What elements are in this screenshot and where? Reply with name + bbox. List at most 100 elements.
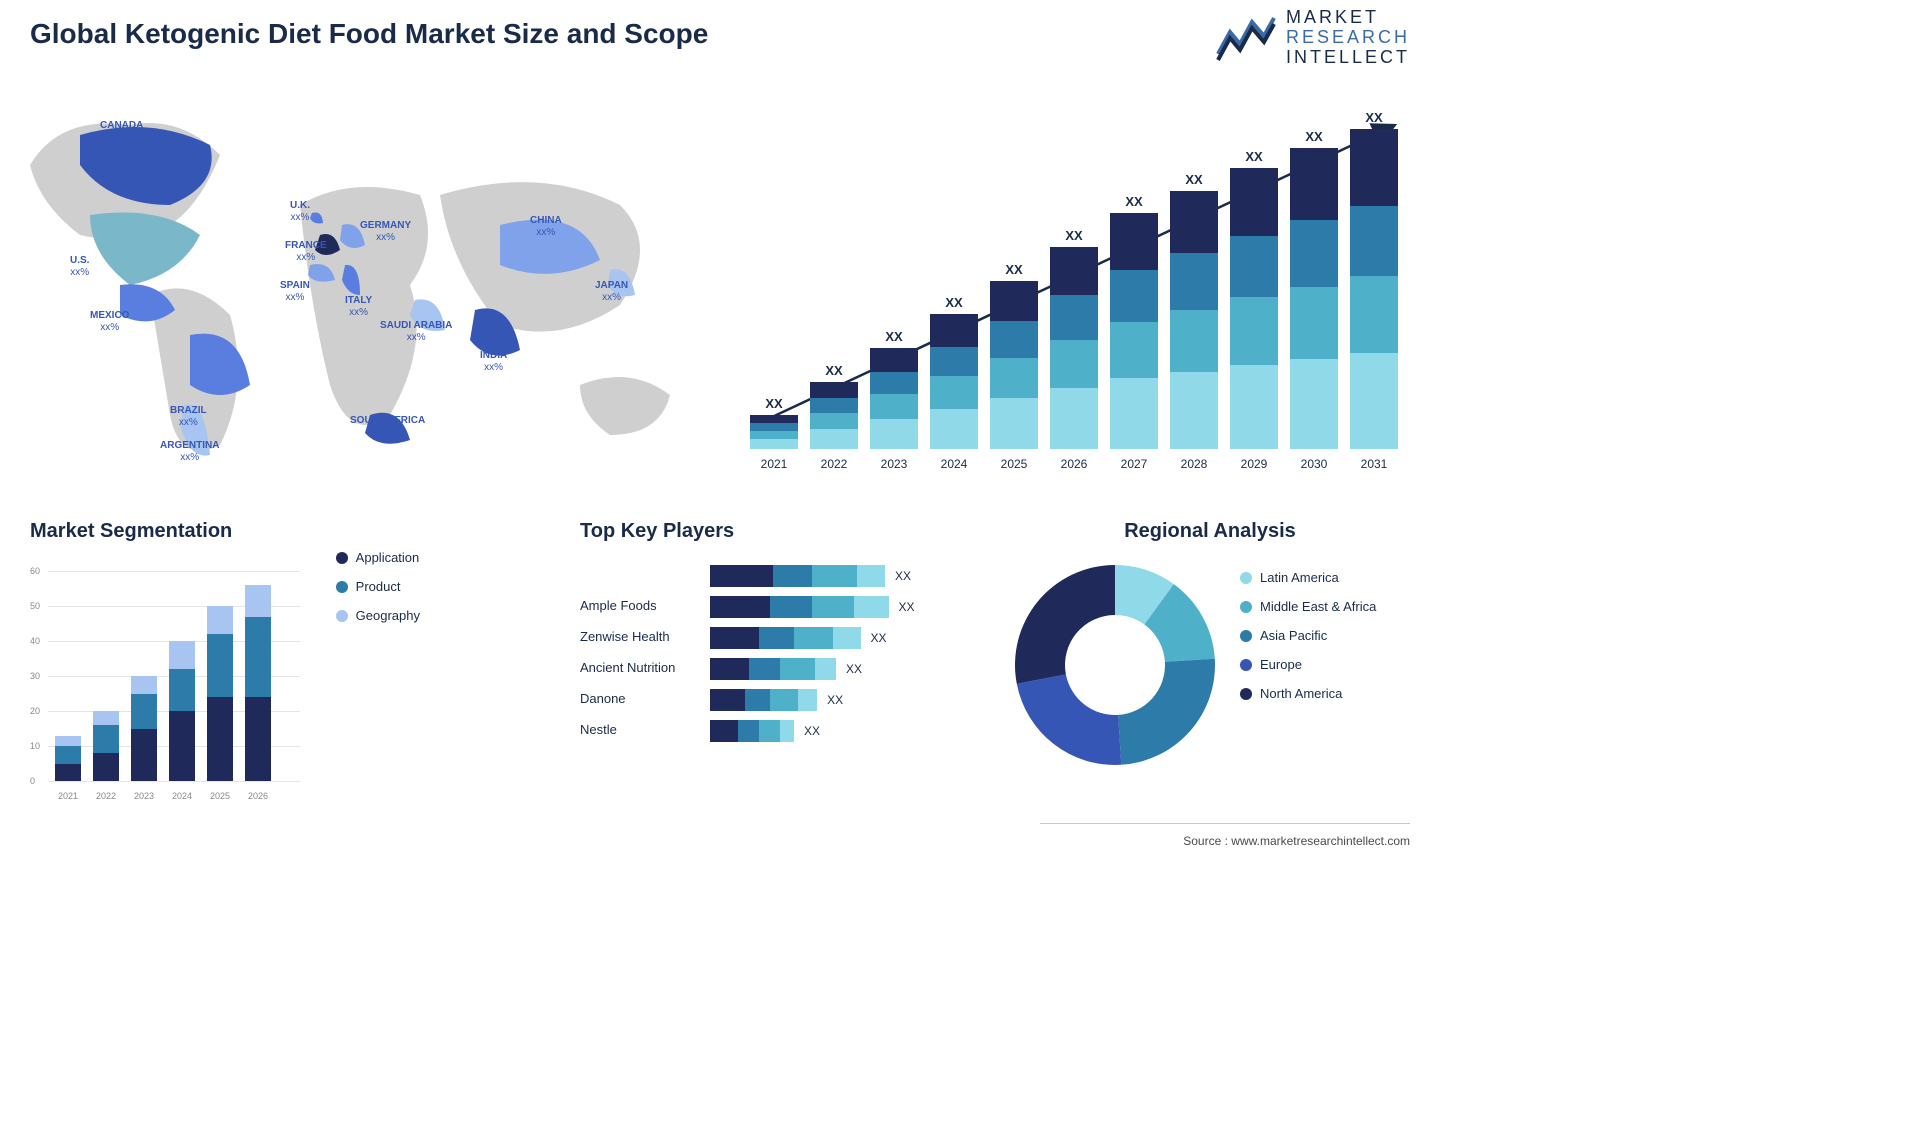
regional-legend-label: Europe [1260, 657, 1302, 672]
player-bar-seg [780, 720, 794, 742]
seg-year-label: 2021 [55, 791, 81, 801]
seg-bar-seg [131, 676, 157, 694]
growth-bar-value: XX [1050, 228, 1098, 243]
segmentation-title: Market Segmentation [30, 520, 420, 543]
growth-bar-seg [870, 419, 918, 449]
seg-y-label: 20 [30, 706, 40, 716]
growth-bar-2030 [1290, 148, 1338, 449]
growth-year-label: 2027 [1110, 457, 1158, 471]
growth-bar-2029 [1230, 168, 1278, 449]
player-bar: XX [710, 627, 960, 649]
growth-bar-seg [810, 382, 858, 398]
seg-y-label: 40 [30, 636, 40, 646]
growth-bar-seg [1350, 276, 1398, 353]
player-bars: XXXXXXXXXXXX [710, 565, 960, 742]
world-map: CANADAxx%U.S.xx%MEXICOxx%BRAZILxx%ARGENT… [20, 85, 700, 485]
seg-bar-seg [207, 606, 233, 634]
seg-gridline [48, 571, 300, 572]
growth-bar-seg [810, 398, 858, 413]
seg-year-label: 2022 [93, 791, 119, 801]
growth-bar-seg [1350, 206, 1398, 276]
regional-legend-item: Asia Pacific [1240, 628, 1376, 643]
growth-year-label: 2023 [870, 457, 918, 471]
growth-year-label: 2025 [990, 457, 1038, 471]
seg-legend-label: Product [356, 579, 401, 594]
growth-bar-seg [1170, 372, 1218, 449]
player-bar-seg [759, 720, 780, 742]
growth-bar-seg [990, 321, 1038, 358]
regional-legend-item: Europe [1240, 657, 1376, 672]
player-bar-value: XX [871, 631, 887, 645]
seg-bar-seg [131, 694, 157, 729]
growth-bar-value: XX [870, 329, 918, 344]
player-labels: Ample FoodsZenwise HealthAncient Nutriti… [580, 590, 675, 745]
player-bar-seg [780, 658, 815, 680]
player-bar-seg [854, 596, 889, 618]
source-text: Source : www.marketresearchintellect.com [1183, 834, 1410, 848]
player-bar-seg [745, 689, 770, 711]
growth-bar-seg [1230, 168, 1278, 235]
growth-year-label: 2028 [1170, 457, 1218, 471]
logo-line2: RESEARCH [1286, 28, 1410, 48]
footer-divider [1040, 823, 1410, 824]
player-bar: XX [710, 658, 960, 680]
growth-bar-seg [870, 372, 918, 394]
growth-year-label: 2021 [750, 457, 798, 471]
growth-bar-2022 [810, 382, 858, 449]
player-bar-value: XX [895, 569, 911, 583]
growth-bar-seg [990, 398, 1038, 449]
growth-bar-seg [750, 423, 798, 430]
player-bar-seg [710, 658, 749, 680]
growth-bar-seg [1110, 378, 1158, 449]
seg-legend-item: Geography [336, 608, 420, 623]
growth-bar-value: XX [1350, 110, 1398, 125]
growth-bar-seg [1290, 359, 1338, 449]
growth-bar-value: XX [1110, 194, 1158, 209]
growth-year-label: 2022 [810, 457, 858, 471]
player-bar-seg [738, 720, 759, 742]
growth-bar-seg [930, 409, 978, 449]
seg-bar-seg [93, 753, 119, 781]
player-name: Danone [580, 683, 675, 714]
player-bar-seg [815, 658, 836, 680]
growth-bar-seg [1290, 148, 1338, 220]
country-label-italy: ITALYxx% [345, 295, 372, 319]
growth-bar-seg [1350, 353, 1398, 449]
seg-y-label: 30 [30, 671, 40, 681]
seg-year-label: 2024 [169, 791, 195, 801]
player-bar-seg [710, 720, 738, 742]
player-bar-seg [812, 596, 854, 618]
swatch [336, 581, 348, 593]
growth-bar-2025 [990, 281, 1038, 449]
player-bar-seg [770, 596, 812, 618]
seg-bar-seg [169, 711, 195, 781]
seg-bar-seg [207, 697, 233, 781]
country-label-germany: GERMANYxx% [360, 220, 411, 244]
growth-bar-value: XX [750, 396, 798, 411]
logo-line3: INTELLECT [1286, 48, 1410, 68]
growth-bar-value: XX [930, 295, 978, 310]
seg-bar-seg [245, 617, 271, 698]
seg-legend-item: Application [336, 550, 420, 565]
country-label-u-k-: U.K.xx% [290, 200, 310, 224]
seg-bar-seg [169, 641, 195, 669]
regional-legend-label: Asia Pacific [1260, 628, 1327, 643]
growth-year-label: 2029 [1230, 457, 1278, 471]
player-bar-seg [857, 565, 885, 587]
growth-bar-seg [810, 429, 858, 449]
growth-bar-2027 [1110, 213, 1158, 449]
page-title: Global Ketogenic Diet Food Market Size a… [30, 18, 708, 50]
growth-bar-seg [1350, 129, 1398, 206]
player-bar-value: XX [899, 600, 915, 614]
player-name: Ancient Nutrition [580, 652, 675, 683]
market-growth-chart: XX2021XX2022XX2023XX2024XX2025XX2026XX20… [740, 105, 1410, 475]
swatch [336, 610, 348, 622]
growth-bar-value: XX [810, 363, 858, 378]
growth-year-label: 2024 [930, 457, 978, 471]
swatch [336, 552, 348, 564]
seg-y-label: 0 [30, 776, 35, 786]
growth-bar-seg [1230, 236, 1278, 298]
player-name: Zenwise Health [580, 621, 675, 652]
growth-bar-seg [990, 281, 1038, 321]
country-label-japan: JAPANxx% [595, 280, 628, 304]
